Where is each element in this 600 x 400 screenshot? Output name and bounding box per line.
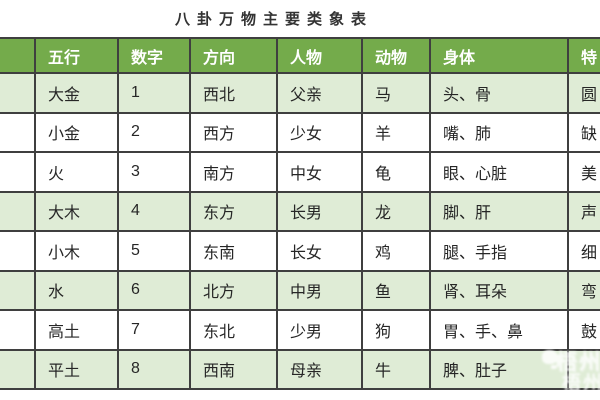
header-cell-0 [0,37,36,74]
table-cell-1-1: 小金 [34,111,119,153]
table-cell-6-6: 胃、手、鼻 [429,309,569,351]
table-cell-7-0 [0,348,36,390]
table-cell-4-7: 细 [567,230,600,272]
table-cell-4-1: 小木 [34,230,119,272]
table-cell-2-6: 眼、心脏 [429,151,569,193]
table-cell-0-7: 圆 [567,72,600,114]
table-cell-3-2: 4 [117,190,191,232]
table-cell-6-5: 狗 [361,309,431,351]
table-cell-1-5: 羊 [361,111,431,153]
table-cell-4-4: 长女 [276,230,363,272]
table-cell-2-1: 火 [34,151,119,193]
table-row-4: 小木 5 东南 长女鸡腿、手指细 [0,230,600,272]
header-cell-7: 特 [567,37,600,74]
table-cell-7-7 [567,348,600,390]
table-cell-6-7: 鼓 [567,309,600,351]
table-row-5: 水 6 北方 中男鱼肾、耳朵弯 [0,269,600,311]
table-cell-2-7: 美 [567,151,600,193]
table-cell-6-4: 少男 [276,309,363,351]
header-cell-3: 方向 [189,37,278,74]
header-cell-5: 动物 [361,37,431,74]
table-cell-0-4: 父亲 [276,72,363,114]
table-cell-2-2: 3 [117,151,191,193]
table-cell-1-4: 少女 [276,111,363,153]
table-cell-1-6: 嘴、肺 [429,111,569,153]
table-cell-0-0 [0,72,36,114]
table-cell-4-6: 腿、手指 [429,230,569,272]
table-cell-1-2: 2 [117,111,191,153]
table-cell-1-3: 西方 [189,111,278,153]
table-row-7: 平土 8 西南 母亲牛脾、肚子 [0,348,600,390]
table-cell-7-5: 牛 [361,348,431,390]
table-cell-1-7: 缺 [567,111,600,153]
table-cell-5-0 [0,269,36,311]
table-cell-5-4: 中男 [276,269,363,311]
table-cell-4-3: 东南 [189,230,278,272]
table-cell-1-0 [0,111,36,153]
table-cell-0-3: 西北 [189,72,278,114]
table-cell-4-0 [0,230,36,272]
table-row-1: 小金 2 西方 少女羊嘴、肺缺 [0,111,600,153]
table-cell-2-3: 南方 [189,151,278,193]
table-cell-5-3: 北方 [189,269,278,311]
page-title: 八卦万物主要类象表 [174,11,373,28]
table-cell-2-4: 中女 [276,151,363,193]
header-cell-2: 数字 [117,37,191,74]
table-cell-6-3: 东北 [189,309,278,351]
table-cell-4-2: 5 [117,230,191,272]
table-cell-0-6: 头、骨 [429,72,569,114]
table-cell-3-0 [0,190,36,232]
table-cell-7-6: 脾、肚子 [429,348,569,390]
table-row-3: 大木 4 东方 长男龙脚、肝声 [0,190,600,232]
table-cell-6-2: 7 [117,309,191,351]
table-row-0: 大金 1 西北 父亲马头、骨圆 [0,72,600,114]
table-cell-2-0 [0,151,36,193]
table-cell-5-7: 弯 [567,269,600,311]
table-cell-7-4: 母亲 [276,348,363,390]
table-cell-3-5: 龙 [361,190,431,232]
table-cell-7-3: 西南 [189,348,278,390]
table-cell-4-5: 鸡 [361,230,431,272]
table-cell-5-1: 水 [34,269,119,311]
table-cell-3-4: 长男 [276,190,363,232]
header-row: 五行 数字 方向 人物 动物 身体特 [0,37,600,74]
table-cell-3-6: 脚、肝 [429,190,569,232]
table-cell-5-2: 6 [117,269,191,311]
header-cell-6: 身体 [429,37,569,74]
table-cell-7-1: 平土 [34,348,119,390]
bagua-table: 五行 数字 方向 人物 动物 身体特 大金 1 西北 父亲马头、骨圆小金 2 西方 少女羊嘴、肺缺火 3… [0,37,600,390]
table-cell-7-2: 8 [117,348,191,390]
table-cell-5-6: 肾、耳朵 [429,269,569,311]
table-cell-5-5: 鱼 [361,269,431,311]
table-cell-0-5: 马 [361,72,431,114]
table-cell-3-7: 声 [567,190,600,232]
header-cell-4: 人物 [276,37,363,74]
table-cell-0-1: 大金 [34,72,119,114]
table-cell-2-5: 龟 [361,151,431,193]
table-row-2: 火 3 南方 中女龟眼、心脏美 [0,151,600,193]
table-cell-3-1: 大木 [34,190,119,232]
header-cell-1: 五行 [34,37,119,74]
table-cell-0-2: 1 [117,72,191,114]
table-cell-6-1: 高土 [34,309,119,351]
table-cell-6-0 [0,309,36,351]
table-cell-3-3: 东方 [189,190,278,232]
table-row-6: 高土 7 东北 少男狗胃、手、鼻鼓 [0,309,600,351]
